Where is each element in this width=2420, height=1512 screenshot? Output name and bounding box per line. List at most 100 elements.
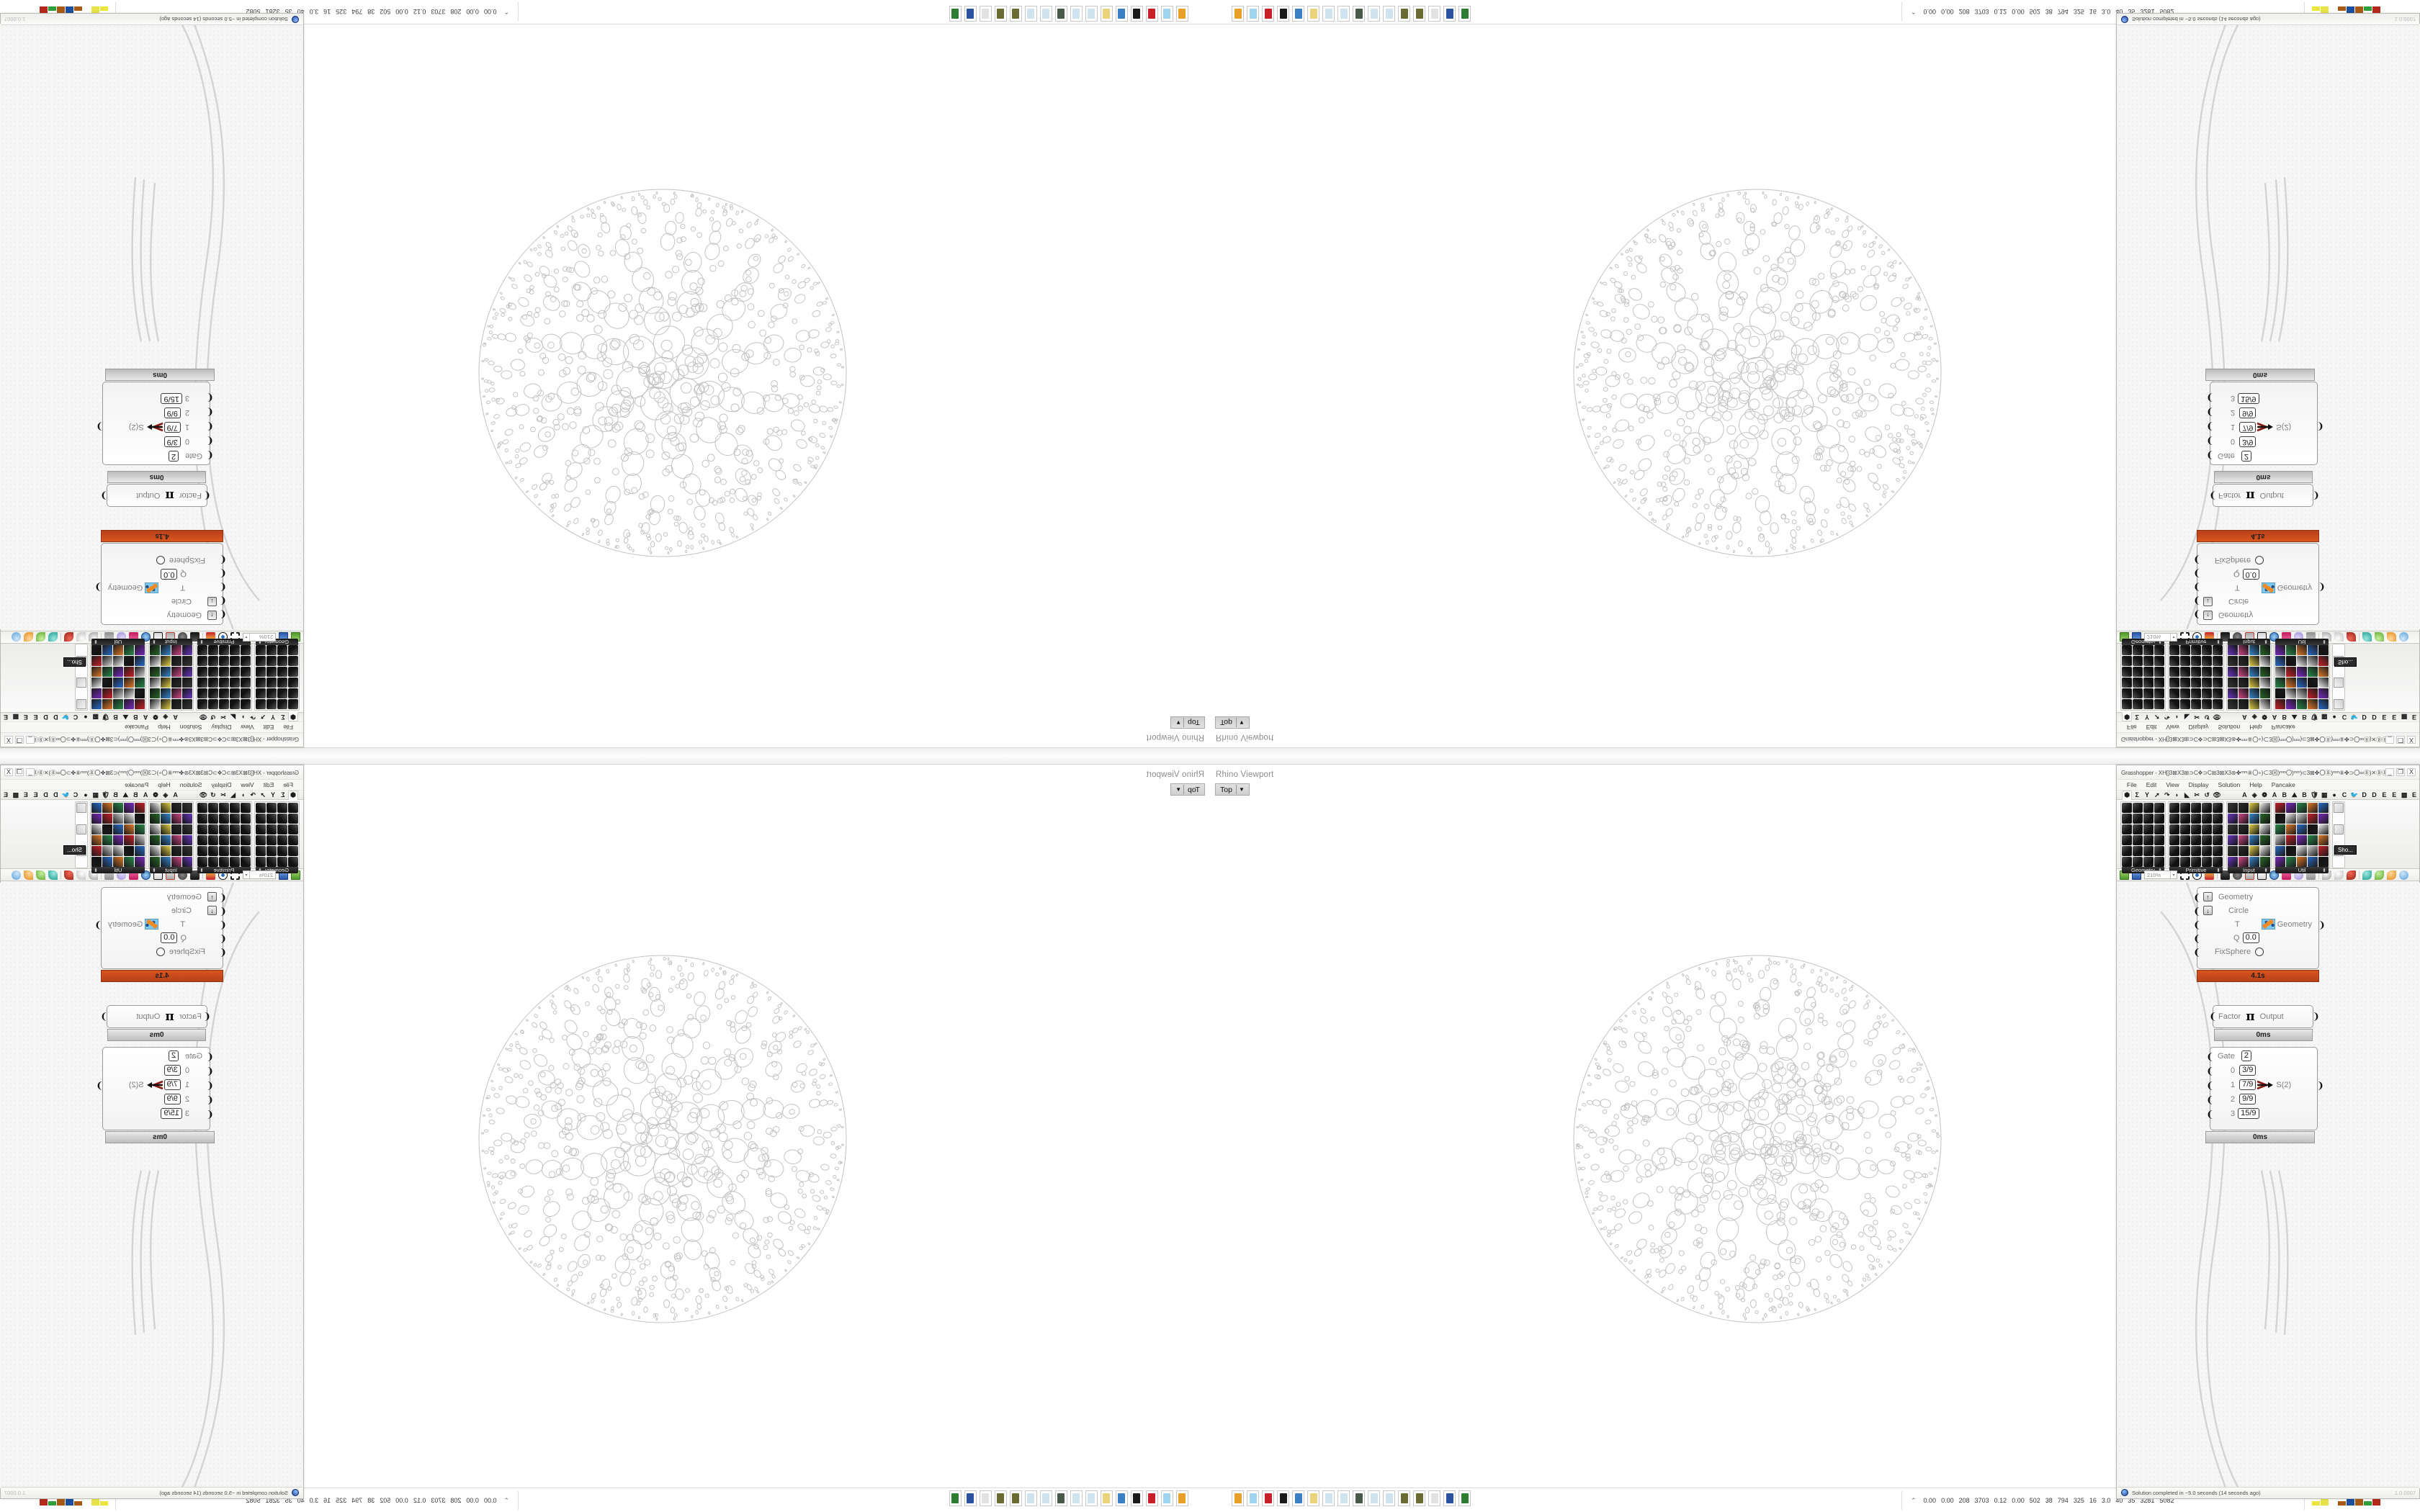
input-0-value[interactable]: 3/9 xyxy=(2239,436,2256,447)
plugin-tab-mountain[interactable]: ⛰ xyxy=(2290,791,2300,800)
palette-component-icon[interactable] xyxy=(2308,803,2318,813)
palette-component-icon[interactable] xyxy=(2238,846,2249,856)
component-gate[interactable]: ❨ ❨ ❨ ❨ ❨ ❩ Gate 2 0 3/9 1 7/9 xyxy=(102,382,210,465)
palette-component-icon[interactable] xyxy=(2308,656,2318,666)
palette-component-icon[interactable] xyxy=(2275,814,2285,824)
palette-component-icon[interactable] xyxy=(2228,814,2238,824)
palette-component-icon[interactable] xyxy=(2122,678,2132,688)
palette-component-icon[interactable] xyxy=(2228,857,2238,867)
menu-item-pancake[interactable]: Pancake xyxy=(125,724,148,731)
palette-component-icon[interactable] xyxy=(2286,835,2296,845)
grasshopper-window[interactable]: Grasshopper - XH[]3⊠X3⊞⊃C✥⊃C⊞3⊠X3⊛✤ᵐᵐ⑧〇÷… xyxy=(0,765,304,1499)
palette-component-icon[interactable] xyxy=(241,667,251,677)
palette-component-icon[interactable] xyxy=(2308,846,2318,856)
down-arrow-button[interactable]: ↓ xyxy=(2203,597,2213,606)
palette-component-icon[interactable] xyxy=(266,846,277,856)
palette-component-icon[interactable] xyxy=(277,824,287,834)
input-port[interactable]: ❨ xyxy=(2193,554,2198,563)
palette-component-icon[interactable] xyxy=(150,667,160,677)
palette-component-icon[interactable] xyxy=(91,846,102,856)
menu-item-pancake[interactable]: Pancake xyxy=(2272,781,2295,788)
input-3-value[interactable]: 15/9 xyxy=(161,393,182,404)
palette-component-icon[interactable] xyxy=(161,678,171,688)
palette-component-icon[interactable] xyxy=(161,645,171,655)
glasses-up-icon[interactable] xyxy=(76,803,86,813)
mesh-tab[interactable]: ◣ xyxy=(228,791,238,800)
palette-component-icon[interactable] xyxy=(208,667,218,677)
palette-component-icon[interactable] xyxy=(2180,688,2190,698)
palette-component-icon[interactable] xyxy=(113,645,123,655)
palette-component-icon[interactable] xyxy=(2122,824,2132,834)
q-value-input[interactable]: 0.0 xyxy=(161,932,177,943)
palette-component-icon[interactable] xyxy=(219,824,229,834)
app-blue-win-icon[interactable] xyxy=(1292,1490,1304,1506)
palette-component-icon[interactable] xyxy=(2213,803,2223,813)
app-term-icon[interactable] xyxy=(1055,1490,1067,1506)
gate-value-input[interactable]: 2 xyxy=(2241,451,2251,462)
minimize-button[interactable]: _ xyxy=(2385,736,2394,744)
ribbon-tab-strip[interactable]: ⬢ Σ Y ➚ ↷ ◗ ◣ ✂ ↺ 👁 A ◈ ❁ A B ⛰ B 🛡 ▦ ● C 🐦 D D E E ▩ E xyxy=(2117,712,2419,721)
palette-expand-icon[interactable]: ⬍ xyxy=(2322,868,2326,873)
app-paper-icon[interactable] xyxy=(1428,1490,1440,1506)
output-port[interactable]: ❩ xyxy=(2312,490,2317,499)
app-olive2-icon[interactable] xyxy=(995,6,1007,22)
palette-component-icon[interactable] xyxy=(2180,645,2190,655)
palette-icon-grid[interactable] xyxy=(2228,645,2270,709)
palette-expand-icon[interactable]: ⬍ xyxy=(94,639,98,645)
palette-component-icon[interactable] xyxy=(2297,846,2307,856)
palette-component-icon[interactable] xyxy=(219,688,229,698)
palette-group-util[interactable]: Util ⬍ xyxy=(90,801,146,868)
input-port[interactable]: ❨ xyxy=(222,922,227,930)
palette-component-icon[interactable] xyxy=(2213,699,2223,709)
palette-group-extra[interactable]: Sho... xyxy=(2332,801,2345,868)
plugin-tab-grid[interactable]: ▦ xyxy=(2319,713,2329,722)
input-3-value[interactable]: 15/9 xyxy=(2238,1108,2259,1119)
palette-component-icon[interactable] xyxy=(2260,688,2270,698)
palette-component-icon[interactable] xyxy=(171,678,182,688)
app-doc3-icon[interactable] xyxy=(1040,1490,1052,1506)
palette-component-icon[interactable] xyxy=(2154,846,2164,856)
palette-group-label[interactable]: Util ⬍ xyxy=(2275,867,2329,873)
palette-component-icon[interactable] xyxy=(230,688,240,698)
palette-component-icon[interactable] xyxy=(2318,667,2329,677)
palette-component-icon[interactable] xyxy=(161,814,171,824)
palette-group-util[interactable]: Util ⬍ xyxy=(2274,644,2330,711)
input-port[interactable]: ❨ xyxy=(2193,949,2198,958)
palette-component-icon[interactable] xyxy=(2169,803,2179,813)
minimize-button[interactable]: _ xyxy=(26,736,35,744)
palette-component-icon[interactable] xyxy=(2191,803,2201,813)
plugin-tab-a2[interactable]: A xyxy=(140,713,151,722)
palette-component-icon[interactable] xyxy=(2228,803,2238,813)
palette-component-icon[interactable] xyxy=(266,699,277,709)
palette-component-icon[interactable] xyxy=(150,835,160,845)
intersect-tab[interactable]: ✂ xyxy=(218,713,228,722)
plugin-tab-dots[interactable]: ▩ xyxy=(11,713,21,722)
palette-component-icon[interactable] xyxy=(2249,688,2259,698)
palette-component-icon[interactable] xyxy=(2143,667,2154,677)
plugin-tab-mountain[interactable]: ⛰ xyxy=(120,791,130,800)
palette-component-icon[interactable] xyxy=(102,656,112,666)
palette-component-icon[interactable] xyxy=(2318,846,2329,856)
palette-component-icon[interactable] xyxy=(2191,814,2201,824)
palette-component-icon[interactable] xyxy=(2260,824,2270,834)
menu-item-file[interactable]: File xyxy=(2127,724,2137,731)
vector-tab[interactable]: ➚ xyxy=(2152,713,2162,722)
input-2-value[interactable]: 9/9 xyxy=(2239,1094,2256,1104)
palette-component-icon[interactable] xyxy=(2143,857,2154,867)
grasshopper-window[interactable]: Grasshopper - XH[]3⊠X3⊞⊃C✥⊃C⊞3⊠X3⊛✤ᵐᵐ⑧〇÷… xyxy=(0,13,304,747)
palette-component-icon[interactable] xyxy=(2260,678,2270,688)
palette-component-icon[interactable] xyxy=(219,678,229,688)
plugin-tab-orange-dot[interactable]: ● xyxy=(81,791,91,800)
palette-group-geometry[interactable]: Geometry⬍ xyxy=(254,644,300,711)
display-tab[interactable]: 👁 xyxy=(198,791,208,800)
app-blue-win-icon[interactable] xyxy=(1292,6,1304,22)
palette-component-icon[interactable] xyxy=(241,688,251,698)
app-doc2-icon[interactable] xyxy=(1070,6,1083,22)
palette-icon-grid[interactable] xyxy=(256,803,298,867)
input-port[interactable]: ❨ xyxy=(2193,582,2198,590)
plugin-tab-b2[interactable]: B xyxy=(2300,791,2310,800)
down-arrow-button[interactable]: ↓ xyxy=(2203,906,2213,915)
palette-icon-grid[interactable] xyxy=(91,803,145,867)
intersect-tab[interactable]: ✂ xyxy=(218,791,228,800)
palette-component-icon[interactable] xyxy=(2133,814,2143,824)
